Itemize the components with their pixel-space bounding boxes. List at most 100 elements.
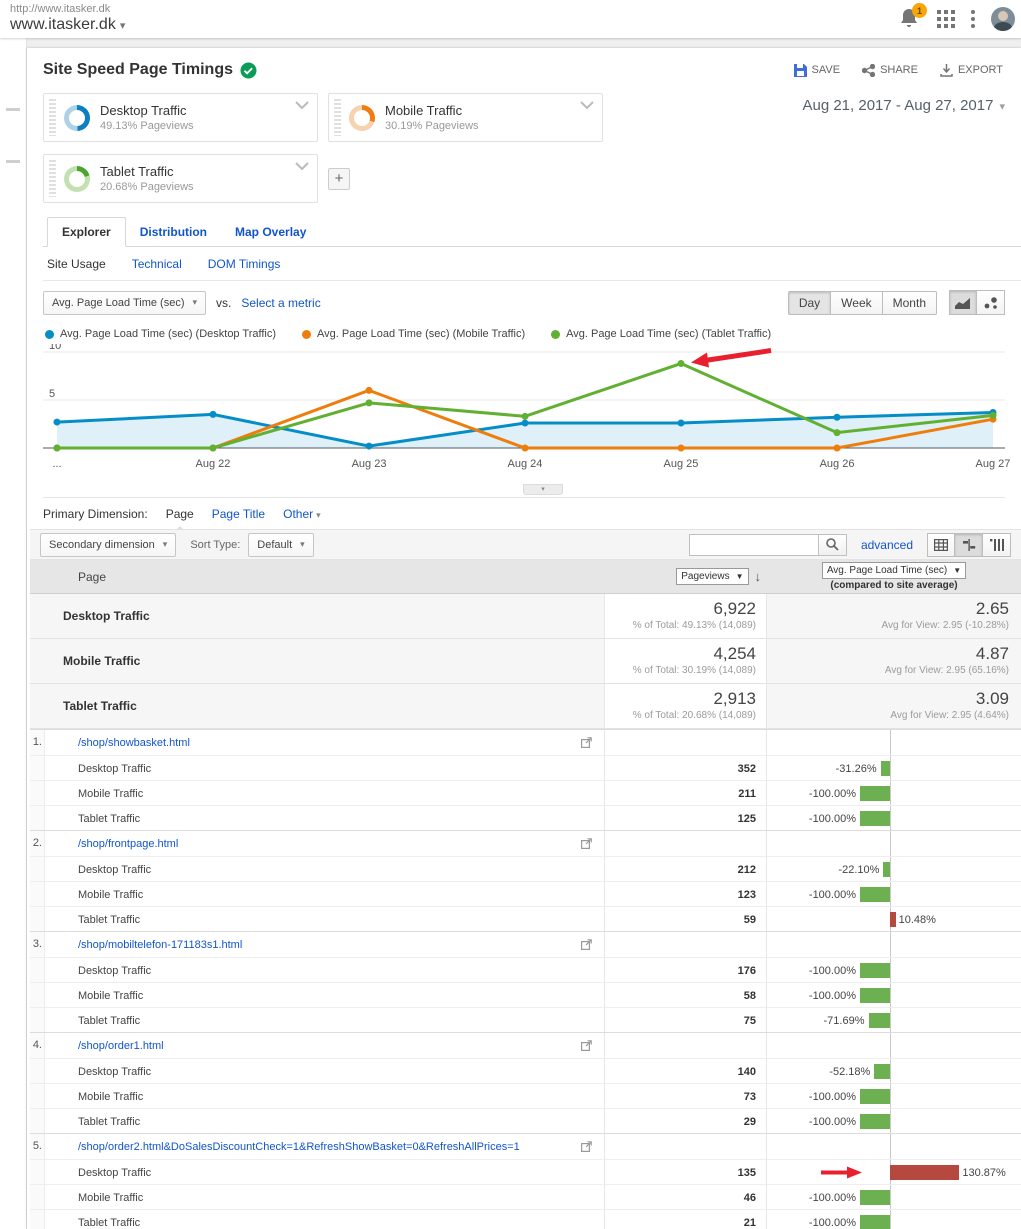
chart-type-switch: [949, 290, 1005, 315]
device-row[interactable]: Desktop Traffic 140 -52.18%: [30, 1058, 1021, 1083]
metric-dropdown[interactable]: Avg. Page Load Time (sec) ▾: [43, 290, 207, 315]
device-row[interactable]: Desktop Traffic 212 -22.10%: [30, 856, 1021, 881]
table-search-input[interactable]: [688, 533, 819, 556]
add-segment-button[interactable]: +: [328, 168, 350, 190]
notifications-button[interactable]: 1: [899, 3, 927, 31]
page-url-row[interactable]: 2. /shop/frontpage.html: [30, 831, 1021, 856]
metric-bar: Avg. Page Load Time (sec) ▾ vs. Select a …: [43, 290, 1005, 315]
tab-map-overlay[interactable]: Map Overlay: [235, 225, 307, 239]
chevron-down-icon: ▾: [999, 101, 1005, 113]
timeseries-chart[interactable]: 5 10 ... Aug 22 Aug 23 Aug 24 Aug 25 Aug 26 Aug…: [43, 344, 1010, 498]
device-row[interactable]: Tablet Traffic 125 -100.00%: [30, 805, 1021, 830]
export-button[interactable]: EXPORT: [940, 63, 1003, 77]
download-icon: [940, 63, 953, 77]
page-link[interactable]: /shop/showbasket.html: [78, 736, 190, 749]
date-range-selector[interactable]: Aug 21, 2017 - Aug 27, 2017 ▾: [802, 97, 1005, 114]
open-in-new-icon[interactable]: [581, 1141, 592, 1152]
page-link[interactable]: /shop/order1.html: [78, 1039, 164, 1052]
save-button[interactable]: SAVE: [793, 63, 840, 77]
tab-explorer[interactable]: Explorer: [47, 217, 126, 247]
summary-row[interactable]: Desktop Traffic 6,922 % of Total: 49.13% …: [30, 594, 1021, 639]
device-row[interactable]: Tablet Traffic 21 -100.00%: [30, 1209, 1021, 1229]
open-in-new-icon[interactable]: [581, 838, 592, 849]
more-menu-icon[interactable]: [971, 10, 975, 28]
secondary-dimension-button[interactable]: Secondary dimension ▾: [40, 532, 177, 557]
device-row[interactable]: Mobile Traffic 73 -100.00%: [30, 1083, 1021, 1108]
apps-grid-icon[interactable]: [937, 10, 955, 28]
drag-handle[interactable]: [49, 160, 56, 197]
line-chart-view-button[interactable]: [949, 290, 977, 315]
page-link[interactable]: /shop/order2.html&DoSalesDiscountCheck=1…: [78, 1140, 520, 1153]
sort-descending-icon[interactable]: ↓: [754, 569, 762, 584]
page-url-row[interactable]: 5. /shop/order2.html&DoSalesDiscountChec…: [30, 1134, 1021, 1159]
device-row[interactable]: Desktop Traffic 352 -31.26%: [30, 755, 1021, 780]
device-row[interactable]: Tablet Traffic 29 -100.00%: [30, 1108, 1021, 1133]
legend-item-mobile[interactable]: Avg. Page Load Time (sec) (Mobile Traffi…: [302, 328, 525, 340]
drag-handle[interactable]: [49, 99, 56, 136]
primary-dimension-label: Primary Dimension:: [43, 507, 148, 521]
granularity-week[interactable]: Week: [831, 290, 883, 315]
chart-collapse-button[interactable]: ▾: [523, 484, 563, 495]
device-row[interactable]: Tablet Traffic 59 10.48%: [30, 906, 1021, 931]
page-url-row[interactable]: 3. /shop/mobiltelefon-171183s1.html: [30, 932, 1021, 957]
page-link[interactable]: /shop/frontpage.html: [78, 837, 179, 850]
summary-row[interactable]: Tablet Traffic 2,913 % of Total: 20.68% (…: [30, 684, 1021, 729]
motion-chart-view-button[interactable]: [977, 290, 1005, 315]
page-url-row[interactable]: 1. /shop/showbasket.html: [30, 730, 1021, 755]
subtab-site-usage[interactable]: Site Usage: [47, 257, 106, 271]
advanced-filter-link[interactable]: advanced: [860, 537, 913, 552]
comparison-view-button[interactable]: [955, 532, 983, 557]
device-row[interactable]: Desktop Traffic 135 130.87%: [30, 1159, 1021, 1184]
open-in-new-icon[interactable]: [581, 1040, 592, 1051]
device-row[interactable]: Desktop Traffic 176 -100.00%: [30, 957, 1021, 982]
segment-card-tablet[interactable]: Tablet Traffic 20.68% Pageviews: [43, 154, 318, 203]
account-selector[interactable]: http://www.itasker.dk www.itasker.dk ▾: [10, 3, 125, 34]
share-button[interactable]: SHARE: [862, 63, 918, 77]
account-name[interactable]: www.itasker.dk ▾: [10, 16, 126, 33]
vs-label: vs.: [216, 295, 232, 310]
tab-distribution[interactable]: Distribution: [139, 225, 208, 239]
comparison-percent: 130.87%: [962, 1167, 1006, 1179]
page-url-row[interactable]: 4. /shop/order1.html: [30, 1033, 1021, 1058]
device-row[interactable]: Mobile Traffic 58 -100.00%: [30, 982, 1021, 1007]
device-name: Mobile Traffic: [78, 889, 144, 901]
sort-type-dropdown[interactable]: Default ▾: [248, 532, 314, 557]
chevron-down-icon: ▾: [316, 510, 321, 520]
device-row[interactable]: Mobile Traffic 46 -100.00%: [30, 1184, 1021, 1209]
summary-row[interactable]: Mobile Traffic 4,254 % of Total: 30.19% (…: [30, 639, 1021, 684]
segment-card-desktop[interactable]: Desktop Traffic 49.13% Pageviews: [43, 93, 318, 142]
user-avatar[interactable]: [991, 7, 1015, 31]
chevron-down-icon[interactable]: [295, 162, 309, 171]
granularity-day[interactable]: Day: [787, 290, 832, 315]
chevron-down-icon[interactable]: [580, 101, 594, 110]
select-a-metric-link[interactable]: Select a metric: [241, 295, 321, 310]
report-tabs: Explorer Distribution Map Overlay: [43, 217, 1021, 247]
pivot-view-button[interactable]: [983, 532, 1011, 557]
subtab-dom-timings[interactable]: DOM Timings: [207, 257, 281, 271]
device-row[interactable]: Tablet Traffic 75 -71.69%: [30, 1007, 1021, 1032]
legend-item-tablet[interactable]: Avg. Page Load Time (sec) (Tablet Traffi…: [551, 328, 771, 340]
chevron-down-icon: ▾: [162, 539, 168, 549]
page-link[interactable]: /shop/mobiltelefon-171183s1.html: [78, 938, 243, 951]
comparison-bar-negative: [880, 761, 890, 776]
collapsed-sidebar[interactable]: [0, 38, 27, 1229]
subtab-technical[interactable]: Technical: [131, 257, 182, 271]
device-name: Mobile Traffic: [78, 1192, 144, 1204]
dimension-page-title[interactable]: Page Title: [211, 507, 266, 521]
column-header-page[interactable]: Page: [78, 569, 107, 584]
metric-column-dropdown[interactable]: Avg. Page Load Time (sec) ▼: [821, 562, 967, 579]
dimension-page[interactable]: Page: [165, 507, 194, 530]
open-in-new-icon[interactable]: [581, 939, 592, 950]
pageviews-column-dropdown[interactable]: Pageviews ▼: [676, 568, 749, 585]
data-table-view-button[interactable]: [927, 532, 955, 557]
drag-handle[interactable]: [334, 99, 341, 136]
granularity-month[interactable]: Month: [882, 290, 937, 315]
dimension-other[interactable]: Other ▾: [283, 507, 321, 521]
legend-item-desktop[interactable]: Avg. Page Load Time (sec) (Desktop Traff…: [45, 328, 276, 340]
open-in-new-icon[interactable]: [581, 737, 592, 748]
chevron-down-icon[interactable]: [295, 101, 309, 110]
device-row[interactable]: Mobile Traffic 211 -100.00%: [30, 780, 1021, 805]
search-button[interactable]: [818, 533, 847, 556]
device-row[interactable]: Mobile Traffic 123 -100.00%: [30, 881, 1021, 906]
segment-card-mobile[interactable]: Mobile Traffic 30.19% Pageviews: [328, 93, 603, 142]
